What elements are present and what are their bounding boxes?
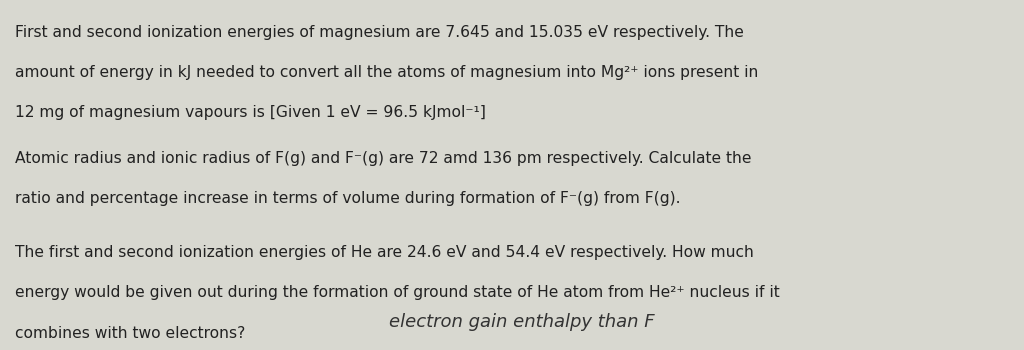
Text: amount of energy in kJ needed to convert all the atoms of magnesium into Mg²⁺ io: amount of energy in kJ needed to convert…	[15, 65, 759, 80]
Text: First and second ionization energies of magnesium are 7.645 and 15.035 eV respec: First and second ionization energies of …	[15, 25, 744, 40]
Text: Atomic radius and ionic radius of F(g) and F⁻(g) are 72 amd 136 pm respectively.: Atomic radius and ionic radius of F(g) a…	[15, 150, 752, 166]
Text: ratio and percentage increase in terms of volume during formation of F⁻(g) from : ratio and percentage increase in terms o…	[15, 191, 681, 206]
Text: The first and second ionization energies of He are 24.6 eV and 54.4 eV respectiv: The first and second ionization energies…	[15, 245, 755, 260]
Text: energy would be given out during the formation of ground state of He atom from H: energy would be given out during the for…	[15, 285, 780, 300]
Text: combines with two electrons?: combines with two electrons?	[15, 326, 246, 341]
Text: 12 mg of magnesium vapours is [Given 1 eV = 96.5 kJmol⁻¹]: 12 mg of magnesium vapours is [Given 1 e…	[15, 105, 486, 120]
Text: electron gain enthalpy than F: electron gain enthalpy than F	[389, 313, 654, 331]
